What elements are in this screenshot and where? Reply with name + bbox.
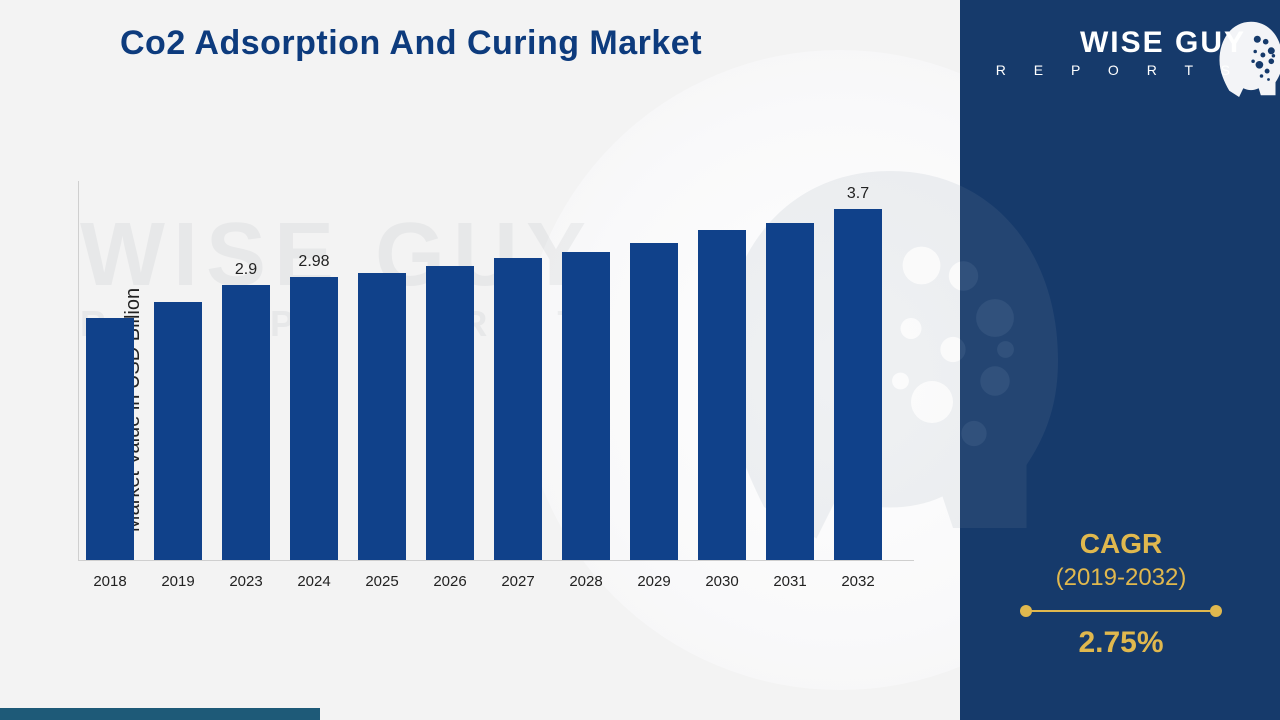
- brand-block: WISE GUY R E P O R T S: [960, 0, 1280, 120]
- chart-canvas: WISE GUY R E P O R T S Co2 Adsorption An…: [0, 0, 1280, 720]
- brand-main: WISE GUY: [996, 28, 1246, 58]
- plot-area: 2018 2019 2023 2.9 2024 2.98 2025 2026 2027 2028 2…: [80, 160, 910, 590]
- bar: [358, 273, 406, 560]
- x-tick: 2019: [148, 573, 208, 590]
- cagr-divider: [1026, 610, 1216, 612]
- x-tick: 2029: [624, 573, 684, 590]
- bar: [154, 302, 202, 560]
- x-tick: 2027: [488, 573, 548, 590]
- bar: [86, 318, 134, 560]
- bar: [698, 230, 746, 560]
- x-tick: 2032: [828, 573, 888, 590]
- y-axis-line: [78, 181, 79, 561]
- cagr-value: 2.75%: [996, 626, 1246, 660]
- bar: [834, 209, 882, 561]
- bar-chart: Market Value in USD Billion 201820192023…: [80, 160, 910, 590]
- bar: [494, 258, 542, 560]
- bar-value-label: 2.9: [216, 261, 276, 279]
- cagr-range: (2019-2032): [996, 564, 1246, 592]
- x-tick: 2030: [692, 573, 752, 590]
- x-tick: 2028: [556, 573, 616, 590]
- brand-text: WISE GUY R E P O R T S: [996, 28, 1246, 78]
- x-tick: 2025: [352, 573, 412, 590]
- cagr-label: CAGR: [996, 528, 1246, 560]
- x-tick: 2018: [80, 573, 140, 590]
- bar: [562, 252, 610, 560]
- brand-head-icon: [1216, 20, 1280, 104]
- bar: [766, 223, 814, 560]
- brand-sub: R E P O R T S: [996, 62, 1242, 78]
- bar: [630, 243, 678, 560]
- bar-value-label: 3.7: [828, 185, 888, 203]
- bar: [222, 285, 270, 561]
- x-tick: 2026: [420, 573, 480, 590]
- footer-accent-bar: [0, 708, 320, 720]
- x-tick: 2024: [284, 573, 344, 590]
- x-tick: 2031: [760, 573, 820, 590]
- x-tick: 2023: [216, 573, 276, 590]
- bar-value-label: 2.98: [284, 253, 344, 271]
- bar: [290, 277, 338, 560]
- cagr-block: CAGR (2019-2032) 2.75%: [996, 528, 1246, 660]
- bar: [426, 266, 474, 561]
- chart-title: Co2 Adsorption And Curing Market: [120, 24, 702, 63]
